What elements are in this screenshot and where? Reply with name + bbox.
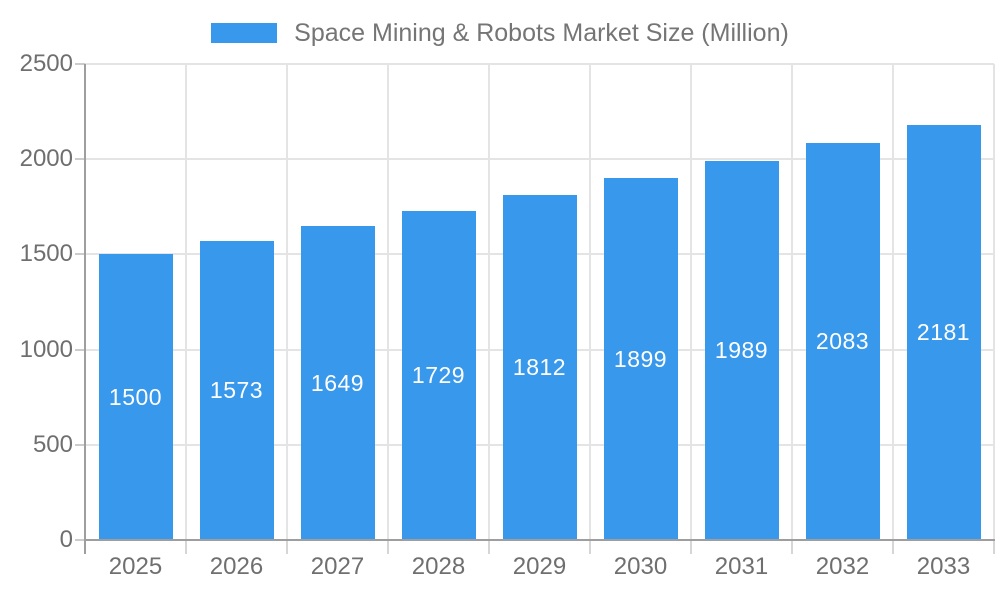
y-axis-line	[84, 64, 86, 554]
x-axis-tick-label: 2028	[411, 553, 466, 580]
x-axis-tick-label: 2029	[512, 553, 567, 580]
bar-2033[interactable]: 2181	[906, 124, 981, 540]
bar-value-label: 1500	[108, 383, 163, 410]
x-axis-tick	[791, 541, 793, 554]
gridline-x	[589, 64, 591, 540]
legend-swatch	[211, 23, 278, 43]
x-axis-tick-label: 2025	[108, 553, 163, 580]
bar-2025[interactable]: 1500	[98, 254, 173, 540]
bar-value-label: 2083	[815, 328, 870, 355]
x-axis-line	[84, 539, 995, 541]
bar-value-label: 2181	[916, 318, 971, 345]
y-axis-tick	[75, 443, 85, 446]
bar-value-label: 1899	[613, 345, 668, 372]
x-axis-tick	[690, 541, 692, 554]
gridline-x	[286, 64, 288, 540]
x-axis-tick	[589, 541, 591, 554]
gridline-x	[488, 64, 490, 540]
bar-value-label: 1649	[310, 369, 365, 396]
bar-2030[interactable]: 1899	[603, 178, 678, 540]
bar-2026[interactable]: 1573	[199, 240, 274, 540]
x-axis-tick	[993, 541, 995, 554]
y-axis-tick-label: 500	[32, 430, 73, 458]
x-axis-tick	[387, 541, 389, 554]
x-axis-tick	[185, 541, 187, 554]
chart-legend[interactable]: Space Mining & Robots Market Size (Milli…	[0, 19, 1000, 47]
bar-2032[interactable]: 2083	[805, 143, 880, 540]
bar-value-label: 1573	[209, 376, 264, 403]
gridline-y-2000	[85, 158, 994, 161]
legend-label: Space Mining & Robots Market Size (Milli…	[294, 19, 789, 47]
bar-2027[interactable]: 1649	[300, 226, 375, 540]
x-axis-tick-label: 2032	[815, 553, 870, 580]
y-axis-tick-label: 1500	[19, 240, 73, 268]
x-axis-tick	[488, 541, 490, 554]
gridline-x	[791, 64, 793, 540]
x-axis-tick-label: 2031	[714, 553, 769, 580]
gridline-x	[387, 64, 389, 540]
y-axis-tick	[75, 539, 85, 541]
y-axis-tick-label: 1000	[19, 335, 73, 363]
y-axis-tick	[75, 253, 85, 256]
plot-area: 1500 1573 1649 1729 1812 1899 1989 2083 2181	[85, 63, 995, 540]
x-axis-tick-label: 2033	[916, 553, 971, 580]
y-axis-tick	[75, 63, 85, 65]
gridline-y-2500	[85, 63, 994, 65]
y-axis-tick-label: 0	[59, 526, 73, 553]
bar-value-label: 1729	[411, 361, 466, 388]
bar-2028[interactable]: 1729	[401, 210, 476, 540]
gridline-x	[690, 64, 692, 540]
x-axis-tick	[286, 541, 288, 554]
y-axis-tick-label: 2500	[19, 50, 73, 77]
bar-value-label: 1989	[714, 337, 769, 364]
x-axis-tick-label: 2027	[310, 553, 365, 580]
bar-value-label: 1812	[512, 354, 567, 380]
x-axis-tick	[892, 541, 894, 554]
y-axis-tick	[75, 158, 85, 161]
x-axis-tick-label: 2026	[209, 553, 264, 580]
y-axis-tick-label: 2000	[19, 145, 73, 173]
x-axis-tick-label: 2030	[613, 553, 668, 580]
gridline-x	[892, 64, 894, 540]
bar-2031[interactable]: 1989	[704, 161, 779, 540]
y-axis-tick	[75, 348, 85, 351]
gridline-x	[185, 64, 187, 540]
gridline-x	[993, 64, 995, 540]
bar-2029[interactable]: 1812	[502, 195, 577, 540]
